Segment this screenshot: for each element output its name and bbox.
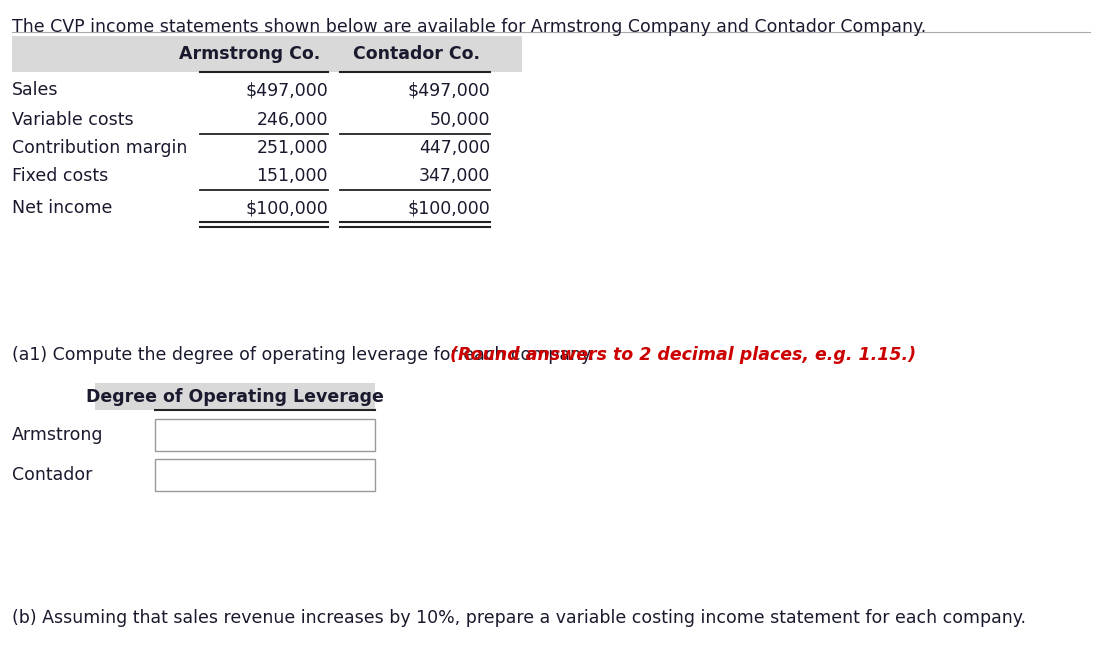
Text: $497,000: $497,000 <box>245 81 328 99</box>
Text: (Round answers to 2 decimal places, e.g. 1.15.): (Round answers to 2 decimal places, e.g.… <box>450 346 917 364</box>
Text: Variable costs: Variable costs <box>12 111 133 129</box>
Text: 251,000: 251,000 <box>257 139 328 157</box>
Text: Net income: Net income <box>12 199 113 217</box>
Text: 151,000: 151,000 <box>257 167 328 185</box>
Text: Armstrong Co.: Armstrong Co. <box>179 45 320 63</box>
Text: $100,000: $100,000 <box>245 199 328 217</box>
Text: (a1) Compute the degree of operating leverage for each company.: (a1) Compute the degree of operating lev… <box>12 346 600 364</box>
Bar <box>156 419 375 451</box>
Text: Armstrong: Armstrong <box>12 426 104 444</box>
Text: Fixed costs: Fixed costs <box>12 167 108 185</box>
Text: The CVP income statements shown below are available for Armstrong Company and Co: The CVP income statements shown below ar… <box>12 18 927 36</box>
Text: $100,000: $100,000 <box>407 199 490 217</box>
Text: Contador: Contador <box>12 466 93 484</box>
Text: $497,000: $497,000 <box>407 81 490 99</box>
Text: 246,000: 246,000 <box>257 111 328 129</box>
Text: Contador Co.: Contador Co. <box>353 45 480 63</box>
Text: Contribution margin: Contribution margin <box>12 139 188 157</box>
Text: 347,000: 347,000 <box>419 167 490 185</box>
Bar <box>95 383 375 410</box>
Text: 447,000: 447,000 <box>419 139 490 157</box>
Bar <box>12 36 522 72</box>
Text: 50,000: 50,000 <box>429 111 490 129</box>
Bar <box>156 459 375 491</box>
Text: Degree of Operating Leverage: Degree of Operating Leverage <box>86 388 384 405</box>
Text: Sales: Sales <box>12 81 58 99</box>
Text: (b) Assuming that sales revenue increases by 10%, prepare a variable costing inc: (b) Assuming that sales revenue increase… <box>12 609 1026 627</box>
